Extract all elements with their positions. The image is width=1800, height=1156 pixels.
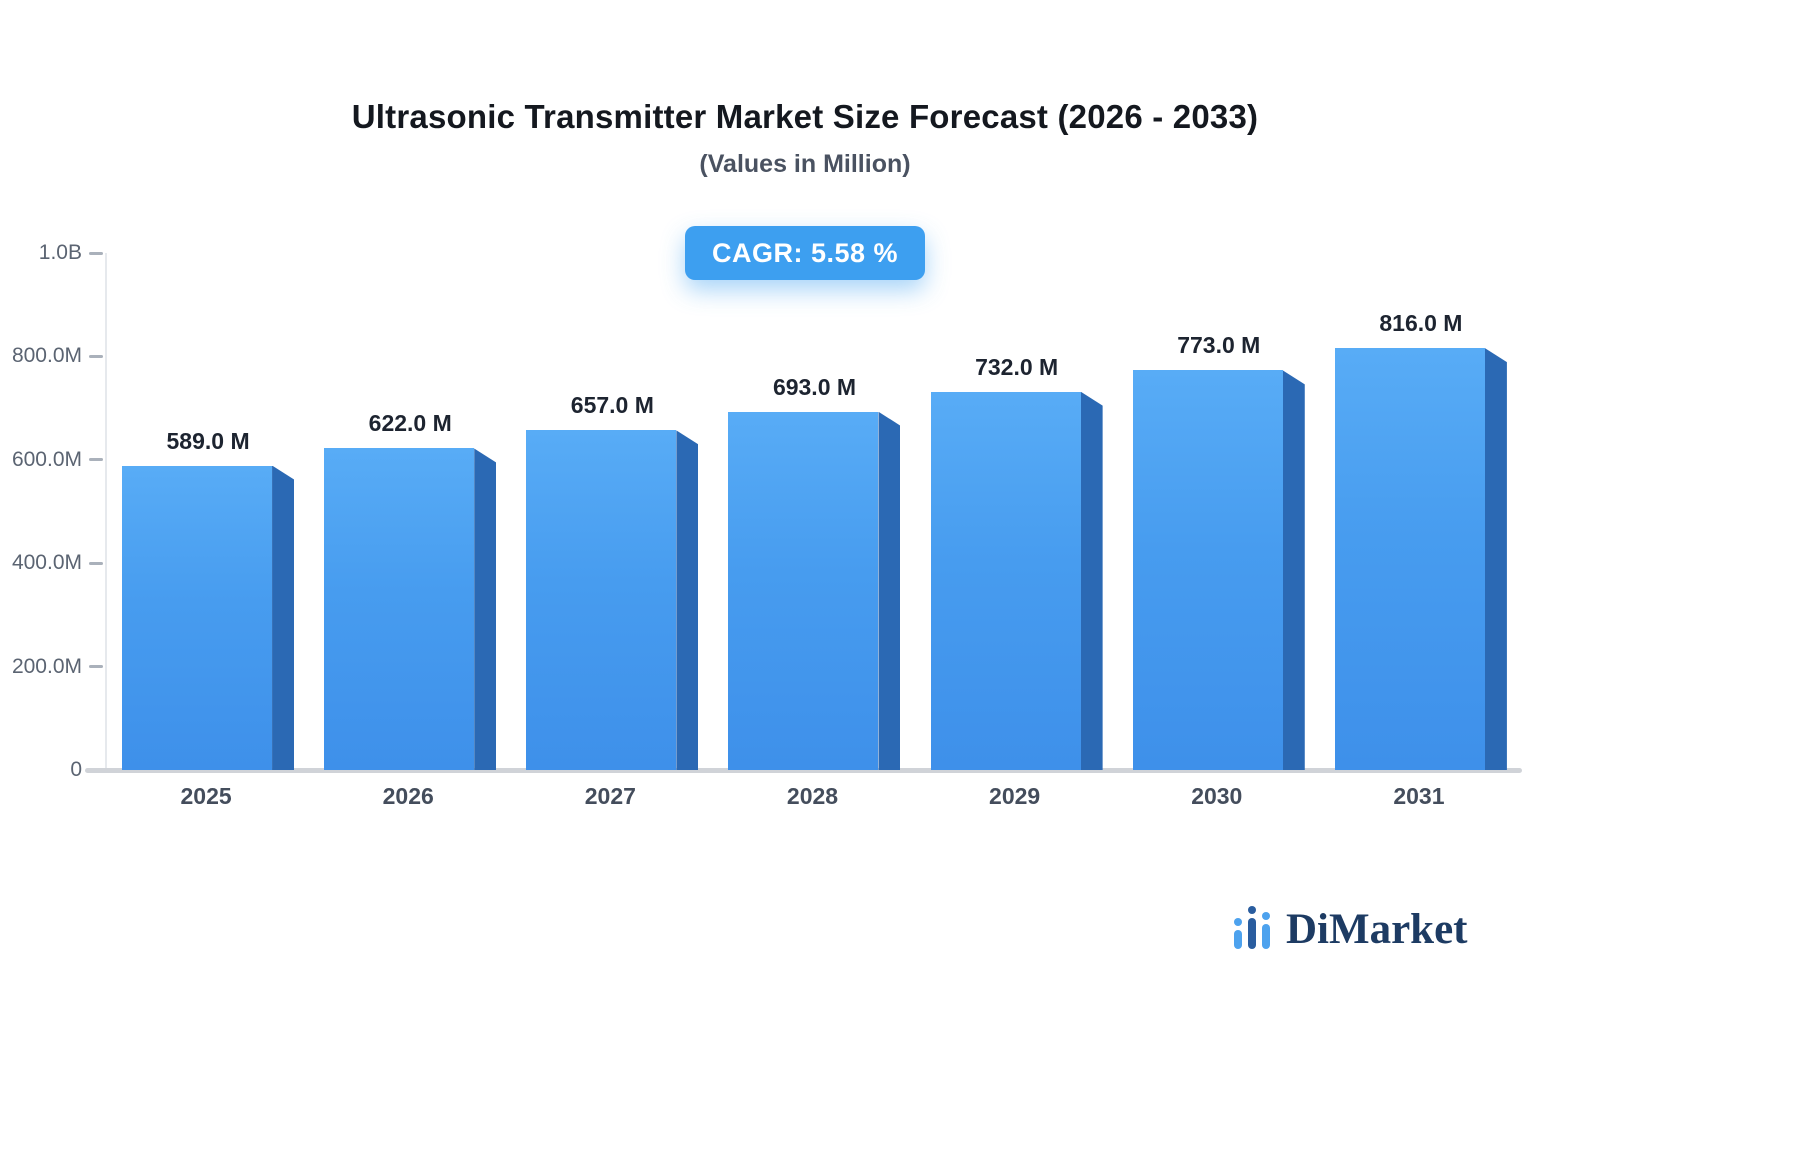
bar-side-face	[1080, 391, 1103, 770]
bar-front-face	[526, 430, 677, 770]
bar-2026	[324, 448, 497, 770]
y-tick-label: 1.0B	[38, 241, 82, 264]
y-tick: 1.0B	[0, 241, 103, 265]
y-tick: 600.0M	[0, 448, 103, 472]
y-tick-mark	[89, 354, 103, 358]
x-axis-line	[85, 768, 1522, 773]
bar-group-2027: 657.0 M	[511, 253, 713, 770]
bar-front-face	[728, 411, 879, 770]
bar-group-2028: 693.0 M	[713, 253, 915, 770]
y-tick-mark	[89, 665, 103, 669]
bar-front-face	[1132, 370, 1283, 770]
bar-2031	[1334, 348, 1507, 770]
bar-2030	[1132, 370, 1305, 770]
bar-side-face	[1484, 348, 1507, 770]
bar-2028	[728, 411, 901, 770]
cagr-badge-row: CAGR: 5.58 %	[0, 226, 1610, 280]
bar-2025	[122, 465, 295, 770]
bar-2029	[930, 391, 1103, 770]
y-tick: 400.0M	[0, 551, 103, 575]
bar-chart-logo-icon	[1234, 906, 1270, 949]
y-tick-mark	[89, 458, 103, 462]
y-tick-label: 600.0M	[11, 447, 82, 471]
bar-group-2030: 773.0 M	[1118, 253, 1320, 770]
bar-group-2026: 622.0 M	[309, 253, 511, 770]
y-tick: 800.0M	[0, 344, 103, 368]
bar-value-label: 622.0 M	[368, 410, 452, 437]
y-tick: 200.0M	[0, 655, 103, 679]
x-axis-labels: 2025 2026 2027 2028 2029 2030 2031	[105, 783, 1520, 810]
bar-front-face	[1334, 348, 1485, 770]
x-axis-label-2025: 2025	[180, 783, 232, 809]
x-axis-label-2031: 2031	[1393, 783, 1445, 809]
bar-value-label: 589.0 M	[166, 427, 250, 454]
bar-group-2031: 816.0 M	[1320, 253, 1522, 770]
bar-side-face	[474, 448, 497, 770]
x-axis-label-2030: 2030	[1191, 783, 1243, 809]
bar-side-face	[272, 465, 295, 770]
bar-side-face	[878, 411, 901, 770]
bar-front-face	[930, 391, 1081, 770]
x-axis-label-2029: 2029	[989, 783, 1041, 809]
bar-side-face	[676, 430, 699, 770]
x-axis-label-2026: 2026	[382, 783, 434, 809]
brand-name: DiMarket	[1286, 906, 1468, 953]
bar-value-label: 693.0 M	[772, 373, 857, 400]
y-tick-label: 400.0M	[11, 551, 82, 575]
y-axis: 0 200.0M 400.0M 600.0M 800.0M 1.0B	[0, 241, 103, 781]
chart-title: Ultrasonic Transmitter Market Size Forec…	[351, 98, 1259, 135]
bar-value-label: 816.0 M	[1379, 310, 1463, 337]
bar-2027	[526, 430, 699, 770]
y-tick-mark	[89, 561, 103, 565]
bar-group-2025: 589.0 M	[107, 253, 309, 770]
bar-side-face	[1282, 370, 1305, 770]
x-axis-label-2027: 2027	[584, 783, 636, 809]
chart-subtitle: (Values in Million)	[699, 150, 911, 178]
bar-group-2029: 732.0 M	[916, 253, 1118, 770]
brand-logo: DiMarket	[1228, 903, 1468, 951]
y-tick-label: 200.0M	[11, 654, 82, 678]
bar-value-label: 773.0 M	[1177, 332, 1261, 359]
bar-front-face	[122, 465, 273, 770]
y-tick-label: 0	[70, 758, 82, 781]
cagr-badge: CAGR: 5.58 %	[684, 226, 926, 280]
bar-front-face	[324, 448, 475, 770]
bar-chart-plot-area: 589.0 M 622.0 M 657.0 M 693.0 M 732.0 M 773.0…	[85, 253, 1522, 773]
bar-value-label: 732.0 M	[975, 353, 1059, 380]
bar-value-label: 657.0 M	[570, 392, 654, 419]
y-tick-label: 800.0M	[11, 344, 82, 368]
x-axis-label-2028: 2028	[786, 783, 839, 809]
y-tick-mark	[89, 251, 103, 255]
